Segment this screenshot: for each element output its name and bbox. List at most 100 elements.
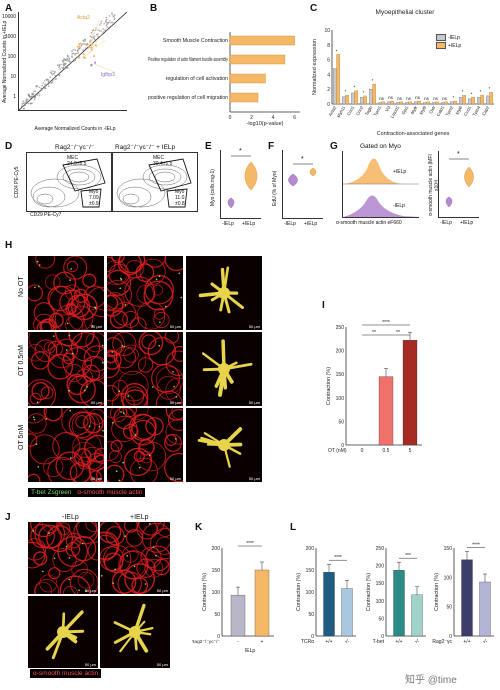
scatter-point <box>54 74 56 77</box>
j-image-r1-c0: 50 µm <box>28 596 98 668</box>
f-sig: * <box>301 156 304 163</box>
scatter-point <box>77 48 80 50</box>
scatter-point <box>71 50 73 52</box>
e-group-1: +IELp <box>242 221 256 227</box>
e-ylabel: Myo (cells.mg-1) <box>210 169 216 207</box>
scatter-point <box>58 74 60 77</box>
c-tick-2: 4 <box>327 72 330 78</box>
a-tick-y0: 10000 <box>2 14 16 20</box>
scale-bar-label: 50 µm <box>84 588 96 593</box>
y-tick-3: 150 <box>336 372 345 378</box>
c-bar-plus-1 <box>345 94 349 105</box>
scatter-point <box>39 90 41 92</box>
scatter-point <box>89 35 92 38</box>
c-bar-minus-15 <box>468 98 472 105</box>
scatter-point <box>111 21 114 24</box>
i-sig-0: **** <box>382 320 390 326</box>
scatter-point <box>105 20 107 22</box>
c-sig-14: * <box>462 89 464 94</box>
scatter-point <box>21 104 23 106</box>
b-tick-0: 0 <box>229 115 232 121</box>
c-bar-plus-4 <box>372 83 376 105</box>
scatter-point <box>109 20 111 22</box>
scale-bar-label: 50 µm <box>156 588 168 593</box>
flow-plot-right: MEC 30.4±1.5 Myo 11.0 ±0.8 <box>112 152 198 212</box>
c-sig-1: * <box>345 89 347 94</box>
scatter-point-down <box>90 63 93 66</box>
c-bar-plus-5 <box>381 101 385 105</box>
h-image-r2-c2: 50 µm <box>186 408 262 482</box>
scatter-point <box>110 21 112 24</box>
scatter-point <box>61 60 64 62</box>
bar-1 <box>479 581 491 637</box>
scatter-point <box>72 60 75 63</box>
scatter-point <box>105 16 108 19</box>
scatter-point <box>69 61 71 63</box>
panel-a-scatter: Acta2 Igfbp3 <box>18 11 128 111</box>
bar-0 <box>230 594 246 637</box>
scatter-point <box>71 53 74 55</box>
scale-bar-label: 50 µm <box>90 324 102 329</box>
scatter-point <box>100 22 102 25</box>
scatter-point <box>58 66 60 68</box>
c-sig-10: ns <box>424 96 430 101</box>
scatter-point <box>25 98 28 100</box>
y-tick-1: 50 <box>214 612 220 618</box>
i-sig-1: ** <box>372 330 376 336</box>
c-legend-plus: +IELp <box>448 43 462 49</box>
h-image-r2-c1: 50 µm <box>107 408 183 482</box>
b-tick-2: 4 <box>272 115 275 121</box>
cat-0: +/+ <box>463 639 470 645</box>
scatter-point <box>66 58 69 60</box>
y-tick-3: 150 <box>306 568 315 574</box>
panel-i-bar-chart: 0 50 100 150 200 250 Contraction (%) 0 0.5 5 OT (n… <box>320 305 430 465</box>
scatter-point <box>47 83 50 85</box>
a-tick-y2: 100 <box>7 54 16 60</box>
d-xlabel: CD29 PE-Cy7 <box>30 212 62 218</box>
c-bar-minus-4 <box>369 89 373 105</box>
j-legend: α-smooth muscle actin <box>30 669 102 678</box>
c-bar-plus-17 <box>489 92 493 105</box>
c-bar-plus-15 <box>471 97 475 105</box>
scatter-plot <box>18 11 128 111</box>
c-bar-minus-6 <box>387 101 391 105</box>
k-row1-label: Rag2⁻/⁻γc⁻/⁻ <box>192 639 220 645</box>
scatter-point <box>49 76 52 78</box>
panel-l-chart-2: 0 50 100 150 Contraction (%) +/+ -/- Rag2⁻γc ***… <box>428 526 500 666</box>
scatter-point-up <box>91 43 94 46</box>
g-legend-minus: -IELp <box>393 203 405 209</box>
c-bar-plus-7 <box>399 101 403 105</box>
g-sig: * <box>457 151 460 158</box>
scatter-point <box>31 102 33 105</box>
scatter-point <box>59 68 61 70</box>
c-xlabel: Contraction-associated genes <box>377 131 450 137</box>
c-gene-5: Tpm1 <box>373 104 383 117</box>
scale-bar-label: 50 µm <box>169 400 181 405</box>
contraction-rag2-chart: 0 50 100 150 Contraction (%) +/+ -/- Rag2⁻γc ***… <box>432 543 494 645</box>
scatter-point <box>29 97 32 99</box>
d-left-mec: MEC 24.9±5.5 <box>67 155 87 167</box>
c-sig-5: ns <box>379 96 385 101</box>
h-row-label-2: OT 5nM <box>18 424 25 450</box>
y-tick-3: 150 <box>444 546 453 552</box>
g-title: Gated on Myo <box>360 143 401 150</box>
y-tick-0: 0 <box>311 634 314 640</box>
f-group-0: -IELp <box>284 221 296 227</box>
y-tick-0: 0 <box>217 634 220 640</box>
y-tick-3: 150 <box>376 581 385 587</box>
scatter-point <box>23 103 26 105</box>
scatter-point <box>25 99 28 102</box>
a-tick-y3: 10 <box>10 74 16 80</box>
a-xlabel: Average Normalized Counts in -IELp <box>34 126 116 132</box>
bar-1 <box>254 569 270 637</box>
y-tick-2: 100 <box>212 590 221 596</box>
y-tick-4: 200 <box>306 546 315 552</box>
scatter-point <box>107 22 110 24</box>
d-right-title: Rag2⁻/⁻γc⁻/⁻ + IELp <box>115 144 176 151</box>
c-sig-2: * <box>354 85 356 90</box>
cat-0: - <box>237 639 239 645</box>
scatter-point <box>29 102 32 105</box>
y-tick-5: 250 <box>336 325 345 331</box>
scatter-point <box>74 54 76 56</box>
scatter-point <box>56 64 59 67</box>
